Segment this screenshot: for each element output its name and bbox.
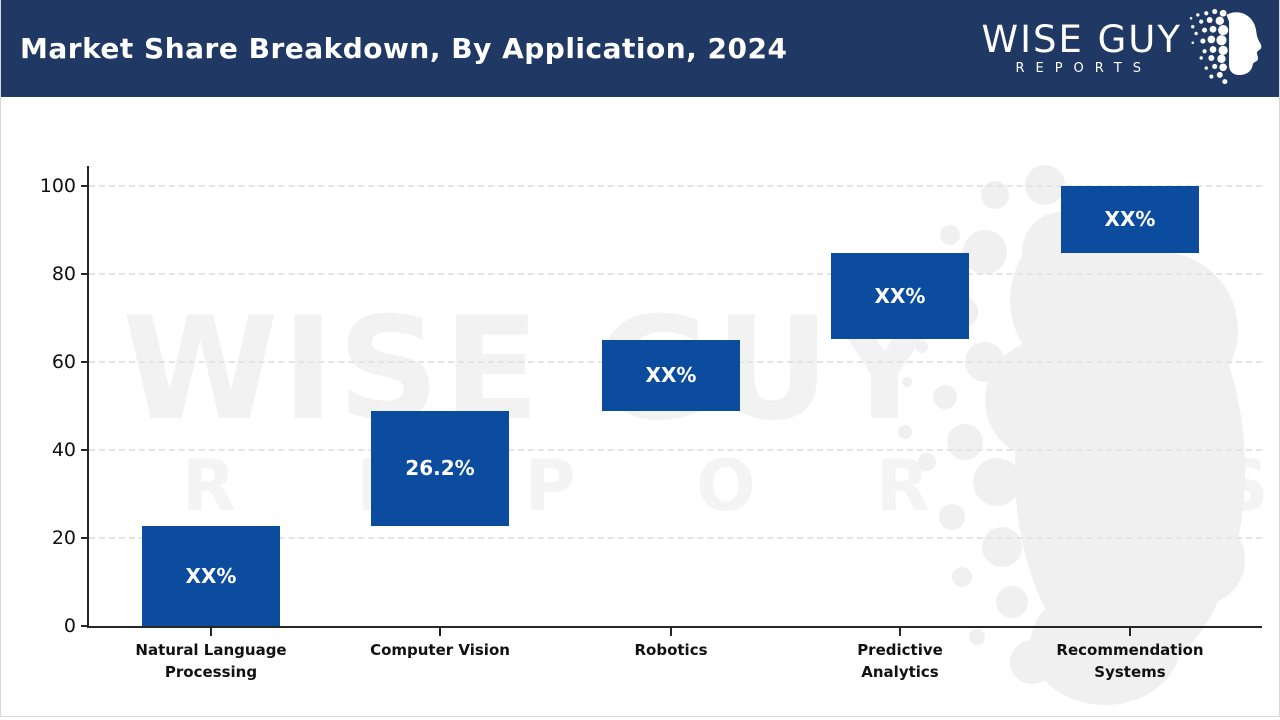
y-axis-tick-label: 100: [39, 175, 76, 197]
x-axis-category-label: Natural Language Processing: [135, 641, 287, 681]
y-axis-tick-label: 0: [63, 615, 76, 637]
y-axis-tick: [81, 449, 88, 451]
x-axis-tick: [1129, 628, 1131, 636]
x-axis-category-label: Predictive Analytics: [857, 641, 943, 681]
y-axis-line: [87, 166, 89, 628]
page-title: Market Share Breakdown, By Application, …: [20, 32, 788, 65]
market-share-bar: [1061, 186, 1199, 253]
y-axis-tick: [81, 185, 88, 187]
y-axis-tick-label: 20: [51, 527, 76, 549]
background-watermark: WISE GUY R E P O R T S: [0, 97, 1280, 717]
y-axis-tick-label: 60: [51, 351, 76, 373]
header-band: Market Share Breakdown, By Application, …: [0, 0, 1280, 97]
gridline: [89, 537, 1262, 539]
gridline: [89, 185, 1262, 187]
bar-value-label: XX%: [1104, 207, 1156, 232]
bar-value-label: XX%: [874, 284, 926, 308]
watermark-wordmark: WISE GUY: [122, 287, 939, 452]
logo-subtext: REPORTS: [1015, 61, 1153, 76]
x-axis-tick: [670, 628, 672, 636]
x-axis-tick: [899, 628, 901, 636]
market-share-bar: [831, 252, 969, 340]
wise-guy-reports-logo: WISE GUY REPORTS: [982, 5, 1262, 93]
x-axis-tick: [439, 628, 441, 636]
x-axis-line: [87, 626, 1262, 628]
bar-value-label: XX%: [645, 363, 697, 388]
x-axis-tick: [210, 628, 212, 636]
market-share-bar: [371, 410, 509, 527]
logo-wordmark: WISE GUY: [981, 18, 1182, 61]
y-axis-tick-label: 80: [51, 263, 76, 285]
y-axis-tick: [81, 273, 88, 275]
y-axis-tick: [81, 625, 88, 627]
market-share-bar: [602, 339, 740, 411]
y-axis-tick-label: 40: [51, 439, 76, 461]
x-axis-category-label: Robotics: [634, 641, 708, 659]
dotted-head-profile-icon: [1186, 5, 1262, 93]
watermark-head-profile: [898, 165, 1245, 705]
y-axis-tick: [81, 537, 88, 539]
x-axis-category-label: Recommendation Systems: [1056, 641, 1204, 681]
x-axis-category-label: Computer Vision: [370, 641, 510, 659]
gridline: [89, 449, 1262, 451]
gridline: [89, 273, 1262, 275]
market-share-bar: [142, 526, 280, 626]
bar-value-label: XX%: [185, 564, 237, 589]
bar-value-label: 26.2%: [405, 456, 475, 481]
y-axis-tick: [81, 361, 88, 363]
